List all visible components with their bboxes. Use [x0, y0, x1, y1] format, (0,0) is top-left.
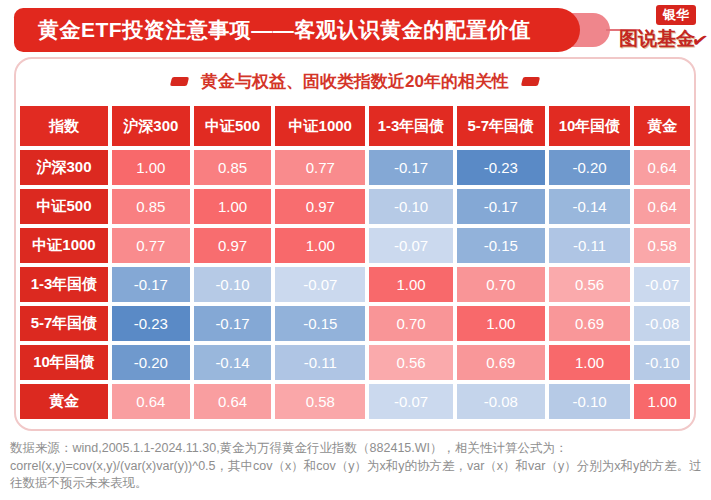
correlation-cell: -0.15 — [457, 228, 545, 263]
correlation-cell: -0.17 — [369, 150, 452, 185]
row-label-cell: 5-7年国债 — [20, 306, 108, 341]
row-label-cell: 沪深300 — [20, 150, 108, 185]
table-row: 10年国债-0.20-0.14-0.110.560.691.00-0.10 — [20, 345, 690, 380]
correlation-cell: -0.20 — [549, 150, 631, 185]
page-title: 黄金ETF投资注意事项——客观认识黄金的配置价值 — [38, 16, 531, 44]
brand-series-text: 图说基金 — [619, 26, 695, 52]
correlation-cell: 0.97 — [275, 189, 365, 224]
checkmark-icon: ✔ — [690, 27, 710, 52]
column-header-cell: 中证500 — [194, 106, 272, 146]
correlation-cell: 1.00 — [112, 150, 190, 185]
correlation-cell: 0.64 — [112, 384, 190, 419]
source-note: 数据来源：wind,2005.1.1-2024.11.30,黄金为万得黄金行业指… — [10, 440, 704, 493]
column-header-cell: 5-7年国债 — [457, 106, 545, 146]
correlation-cell: -0.17 — [194, 306, 272, 341]
table-body: 沪深3001.000.850.77-0.17-0.23-0.200.64中证50… — [20, 150, 690, 419]
correlation-cell: -0.23 — [112, 306, 190, 341]
header-row: 指数沪深300中证500中证10001-3年国债5-7年国债10年国债黄金 — [20, 106, 690, 146]
corner-header-cell: 指数 — [20, 106, 108, 146]
correlation-cell: -0.07 — [369, 228, 452, 263]
correlation-cell: -0.20 — [112, 345, 190, 380]
correlation-cell: 0.56 — [549, 267, 631, 302]
correlation-cell: 0.77 — [112, 228, 190, 263]
correlation-cell: -0.17 — [457, 189, 545, 224]
row-label-cell: 中证1000 — [20, 228, 108, 263]
row-label-cell: 中证500 — [20, 189, 108, 224]
correlation-cell: -0.15 — [275, 306, 365, 341]
column-header-cell: 黄金 — [634, 106, 690, 146]
correlation-cell: 0.97 — [194, 228, 272, 263]
correlation-cell: 0.69 — [457, 345, 545, 380]
title-banner: 黄金ETF投资注意事项——客观认识黄金的配置价值 — [14, 8, 580, 52]
chart-subtitle: 黄金与权益、固收类指数近20年的相关性 — [201, 70, 509, 93]
page: 黄金ETF投资注意事项——客观认识黄金的配置价值 银华 图说基金✔ 黄金与权益、… — [0, 0, 711, 500]
correlation-cell: 0.58 — [275, 384, 365, 419]
content-card: 黄金与权益、固收类指数近20年的相关性 指数沪深300中证500中证10001-… — [14, 57, 696, 431]
correlation-cell: 1.00 — [194, 189, 272, 224]
correlation-cell: 0.85 — [112, 189, 190, 224]
correlation-cell: 1.00 — [275, 228, 365, 263]
row-label-cell: 10年国债 — [20, 345, 108, 380]
column-header-cell: 沪深300 — [112, 106, 190, 146]
table-row: 1-3年国债-0.17-0.10-0.071.000.700.56-0.07 — [20, 267, 690, 302]
correlation-cell: -0.08 — [457, 384, 545, 419]
correlation-cell: -0.14 — [194, 345, 272, 380]
correlation-cell: 0.56 — [369, 345, 452, 380]
correlation-cell: -0.10 — [634, 345, 690, 380]
correlation-cell: 0.58 — [634, 228, 690, 263]
correlation-cell: -0.17 — [112, 267, 190, 302]
correlation-cell: 0.70 — [457, 267, 545, 302]
table-row: 5-7年国债-0.23-0.17-0.150.701.000.69-0.08 — [20, 306, 690, 341]
row-label-cell: 1-3年国债 — [20, 267, 108, 302]
correlation-cell: 0.64 — [634, 150, 690, 185]
row-label-cell: 黄金 — [20, 384, 108, 419]
subtitle-left-marker-icon — [170, 77, 189, 86]
table-row: 黄金0.640.640.58-0.07-0.08-0.101.00 — [20, 384, 690, 419]
correlation-cell: -0.07 — [275, 267, 365, 302]
column-header-cell: 10年国债 — [549, 106, 631, 146]
brand-series-title: 图说基金✔ — [619, 26, 708, 52]
column-header-cell: 1-3年国债 — [369, 106, 452, 146]
correlation-cell: -0.10 — [369, 189, 452, 224]
correlation-cell: 0.64 — [634, 189, 690, 224]
correlation-cell: -0.11 — [549, 228, 631, 263]
subtitle-row: 黄金与权益、固收类指数近20年的相关性 — [16, 70, 694, 93]
correlation-cell: 1.00 — [457, 306, 545, 341]
correlation-cell: -0.14 — [549, 189, 631, 224]
table-row: 沪深3001.000.850.77-0.17-0.23-0.200.64 — [20, 150, 690, 185]
brand-logo: 银华 图说基金✔ — [619, 5, 708, 52]
correlation-cell: -0.08 — [634, 306, 690, 341]
column-header-cell: 中证1000 — [275, 106, 365, 146]
correlation-cell: 0.77 — [275, 150, 365, 185]
table-row: 中证5000.851.000.97-0.10-0.17-0.140.64 — [20, 189, 690, 224]
correlation-cell: 0.85 — [194, 150, 272, 185]
correlation-cell: 1.00 — [369, 267, 452, 302]
correlation-table: 指数沪深300中证500中证10001-3年国债5-7年国债10年国债黄金 沪深… — [16, 102, 694, 423]
brand-badge: 银华 — [656, 5, 696, 25]
correlation-cell: 1.00 — [634, 384, 690, 419]
table-row: 中证10000.770.971.00-0.07-0.15-0.110.58 — [20, 228, 690, 263]
correlation-cell: 0.64 — [194, 384, 272, 419]
correlation-cell: -0.07 — [634, 267, 690, 302]
correlation-cell: -0.10 — [194, 267, 272, 302]
correlation-cell: -0.11 — [275, 345, 365, 380]
correlation-cell: -0.23 — [457, 150, 545, 185]
correlation-cell: -0.10 — [549, 384, 631, 419]
correlation-cell: 0.69 — [549, 306, 631, 341]
subtitle-right-marker-icon — [521, 77, 540, 86]
correlation-cell: 0.70 — [369, 306, 452, 341]
correlation-cell: -0.07 — [369, 384, 452, 419]
correlation-cell: 1.00 — [549, 345, 631, 380]
